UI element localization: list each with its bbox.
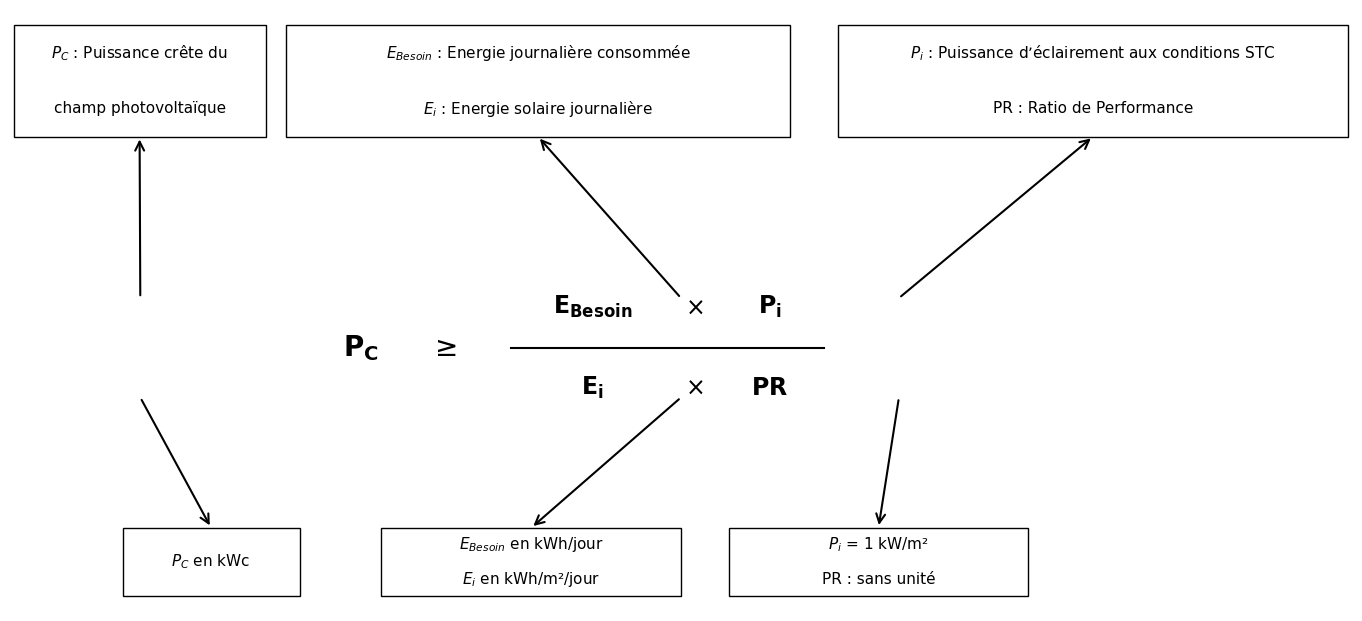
Text: $P_C$ en kWc: $P_C$ en kWc [172, 553, 251, 571]
Text: $P_i$ : Puissance d’éclairement aux conditions STC: $P_i$ : Puissance d’éclairement aux cond… [910, 43, 1276, 63]
Text: $\mathbf{E_{Besoin}}$: $\mathbf{E_{Besoin}}$ [553, 294, 632, 320]
Text: PR : sans unité: PR : sans unité [821, 571, 936, 587]
Text: PR : Ratio de Performance: PR : Ratio de Performance [993, 101, 1193, 116]
FancyBboxPatch shape [729, 528, 1028, 596]
Text: champ photovoltaïque: champ photovoltaïque [53, 101, 226, 116]
Text: $\times$: $\times$ [685, 376, 704, 400]
Text: $\mathbf{E_i}$: $\mathbf{E_i}$ [582, 375, 603, 401]
Text: $\geq$: $\geq$ [429, 333, 456, 362]
FancyBboxPatch shape [838, 25, 1348, 137]
Text: $E_{Besoin}$ : Energie journalière consommée: $E_{Besoin}$ : Energie journalière conso… [385, 43, 691, 63]
Text: $E_i$ en kWh/m²/jour: $E_i$ en kWh/m²/jour [462, 569, 601, 589]
Text: $E_{Besoin}$ en kWh/jour: $E_{Besoin}$ en kWh/jour [459, 535, 603, 555]
Text: $E_i$ : Energie solaire journalière: $E_i$ : Energie solaire journalière [424, 99, 652, 119]
Text: $P_i$ = 1 kW/m²: $P_i$ = 1 kW/m² [828, 535, 929, 555]
FancyBboxPatch shape [14, 25, 266, 137]
Text: $P_C$ : Puissance crête du: $P_C$ : Puissance crête du [52, 43, 227, 63]
Text: $\mathbf{P_i}$: $\mathbf{P_i}$ [757, 294, 782, 320]
FancyBboxPatch shape [381, 528, 681, 596]
FancyBboxPatch shape [123, 528, 300, 596]
Text: $\times$: $\times$ [685, 296, 704, 319]
Text: $\mathbf{P_C}$: $\mathbf{P_C}$ [343, 333, 379, 363]
FancyBboxPatch shape [286, 25, 790, 137]
Text: $\mathbf{PR}$: $\mathbf{PR}$ [750, 376, 789, 400]
